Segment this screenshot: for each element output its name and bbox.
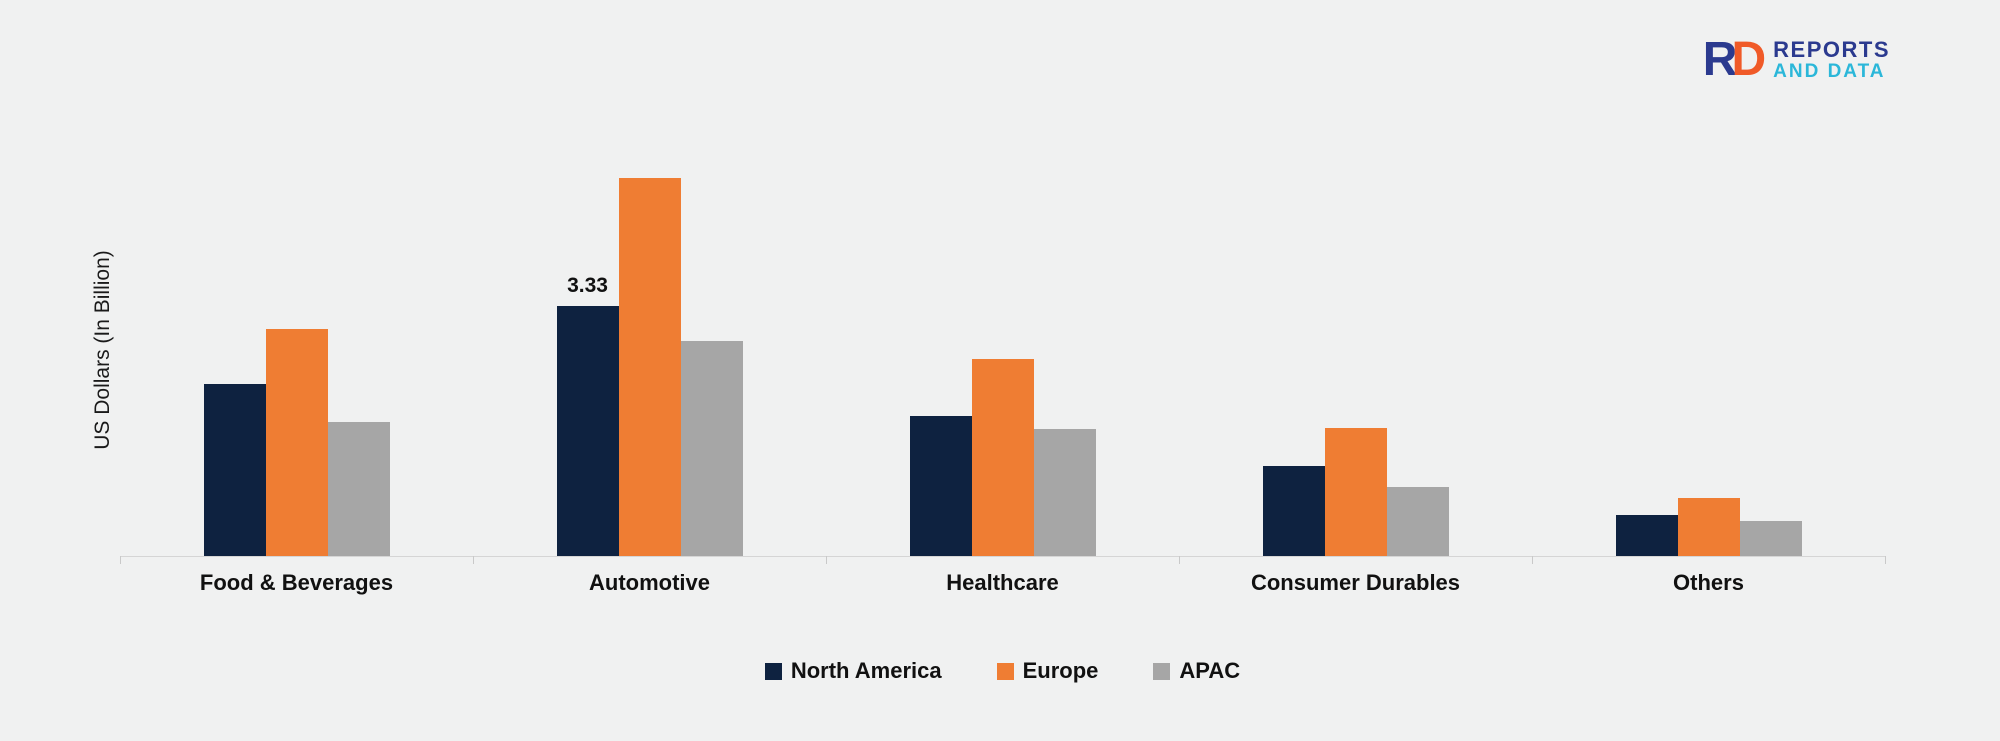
logo-wordmark: REPORTS AND DATA (1773, 38, 1890, 82)
bar-north-america-food-beverages (203, 384, 266, 556)
axis-tick (1179, 556, 1180, 564)
legend-label-north-america: North America (790, 658, 942, 683)
legend-swatch-apac (1153, 662, 1171, 680)
category-label-consumer-durables: Consumer Durables (1250, 570, 1461, 595)
logo-text-reports: REPORTS (1773, 36, 1890, 62)
bar-north-america-consumer-durables (1262, 466, 1325, 556)
axis-tick (1885, 556, 1886, 564)
plot-area: 3.33 (120, 137, 1886, 564)
bar-north-america-others (1615, 515, 1678, 556)
category-label-automotive: Automotive (589, 570, 710, 595)
legend-label-apac: APAC (1179, 658, 1241, 683)
bar-group-food-beverages (120, 329, 473, 556)
bar-apac-food-beverages (327, 422, 390, 556)
bar-north-america-automotive: 3.33 (556, 274, 619, 556)
bar-groups: 3.33 (120, 137, 1885, 556)
bar-europe-healthcare (971, 359, 1034, 556)
legend-swatch-europe (996, 662, 1014, 680)
bar-apac-healthcare (1033, 429, 1096, 556)
category-label-food-beverages: Food & Beverages (199, 570, 394, 595)
logo-letter-r: R (1702, 33, 1738, 86)
axis-tick (473, 556, 474, 564)
data-label-north-america-automotive: 3.33 (567, 274, 608, 297)
legend-item-apac: APAC (1153, 658, 1240, 684)
bar-apac-consumer-durables (1386, 487, 1449, 556)
bar-group-others (1532, 498, 1885, 556)
bar-group-consumer-durables (1179, 428, 1532, 556)
category-label-others: Others (1673, 570, 1744, 595)
bar-europe-automotive (618, 178, 681, 556)
legend-item-north-america: North America (764, 658, 942, 684)
bar-group-healthcare (826, 359, 1179, 556)
logo-text-and-data: AND DATA (1773, 60, 1886, 82)
bar-apac-others (1739, 521, 1802, 556)
legend-label-europe: Europe (1022, 658, 1099, 683)
bar-group-automotive: 3.33 (473, 178, 826, 556)
bar-north-america-healthcare (909, 416, 972, 556)
bar-europe-consumer-durables (1324, 428, 1387, 556)
bar-apac-automotive (680, 341, 743, 556)
reports-and-data-logo: R D REPORTS AND DATA (1703, 36, 1890, 84)
axis-tick (1532, 556, 1533, 564)
category-label-healthcare: Healthcare (946, 570, 1059, 595)
x-axis-labels: Food & Beverages Automotive Healthcare Cons… (120, 570, 1885, 596)
axis-tick (826, 556, 827, 564)
y-axis-title: US Dollars (In Billion) (91, 250, 114, 450)
axis-tick (120, 556, 121, 564)
bar-europe-others (1677, 498, 1740, 556)
logo-rd-mark: R D (1703, 36, 1766, 84)
logo-letter-d: D (1731, 33, 1767, 86)
legend-item-europe: Europe (996, 658, 1099, 684)
bar-europe-food-beverages (265, 329, 328, 556)
legend-swatch-north-america (764, 662, 782, 680)
legend: North America Europe APAC (120, 658, 1885, 684)
